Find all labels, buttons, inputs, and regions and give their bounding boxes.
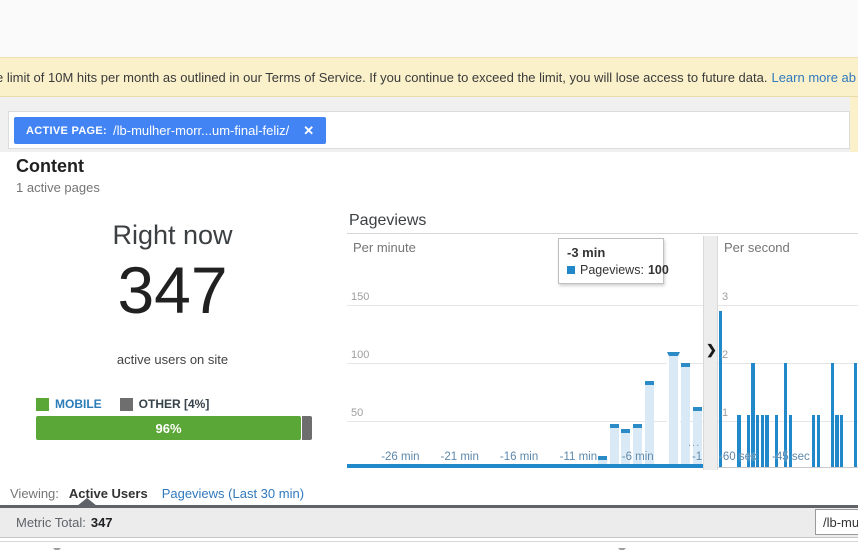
viewing-label: Viewing: <box>10 485 59 501</box>
pageviews-bar[interactable] <box>633 424 643 464</box>
gridline <box>718 421 858 422</box>
x-axis-tick-label: -1 <box>691 451 703 463</box>
per-second-bar[interactable] <box>755 415 760 467</box>
x-axis-tick-label: -16 min <box>499 451 539 463</box>
y-axis-tick-label: 3 <box>722 291 729 303</box>
quota-warning-text: e limit of 10M hits per month as outline… <box>0 69 768 85</box>
pageviews-bar[interactable] <box>692 407 702 464</box>
main-content: Content 1 active pages Right now 347 act… <box>0 152 858 483</box>
pageviews-bar[interactable] <box>680 363 690 464</box>
chevron-right-icon[interactable]: ❯ <box>706 342 717 357</box>
tooltip-series-swatch <box>567 266 575 274</box>
x-axis-tick-label: -60 sec <box>719 451 757 463</box>
per-second-bar[interactable] <box>830 363 835 467</box>
per-second-chart-label: Per second <box>724 240 790 255</box>
sort-caret-icon <box>618 548 626 550</box>
active-tab-caret <box>77 498 97 506</box>
chart-splitter: ❯ <box>703 236 718 470</box>
y-axis-tick-label: 2 <box>722 349 729 361</box>
metric-total-label: Metric Total: <box>16 515 86 530</box>
device-legend: MOBILE OTHER [4%] <box>36 397 209 411</box>
per-second-axis-line <box>718 467 858 468</box>
tab-active-users[interactable]: Active Users <box>68 485 148 501</box>
active-page-chip-value: /lb-mulher-morr...um-final-feliz/ <box>113 123 290 138</box>
device-split-bar: 96% <box>36 416 312 440</box>
metric-total-bar: Metric Total: 347 <box>0 505 858 538</box>
tooltip-time-label: -3 min <box>567 245 606 260</box>
tooltip-metric-label: Pageviews: <box>580 263 644 277</box>
x-axis-tick-label: -11 min <box>559 451 598 463</box>
chart-tooltip: -3 min Pageviews: 100 <box>558 238 669 284</box>
mobile-split-segment: 96% <box>36 416 301 440</box>
per-second-bar[interactable] <box>783 363 788 467</box>
per-minute-chart: Per minute 150 100 50 -26 min -21 min -16 min… <box>347 236 703 470</box>
active-page-chip-label: ACTIVE PAGE: <box>26 124 108 137</box>
right-now-heading: Right now <box>112 220 233 250</box>
per-second-bar[interactable] <box>760 415 765 467</box>
page-filter-input-value: /lb-mul <box>823 514 858 530</box>
banner-edge-strip <box>850 97 858 152</box>
learn-more-link[interactable]: Learn more ab <box>771 69 857 85</box>
mobile-split-percentage: 96% <box>155 420 182 436</box>
per-second-bar[interactable] <box>746 415 751 467</box>
y-axis-tick-label: 1 <box>722 407 729 419</box>
pageviews-bar[interactable] <box>667 352 681 464</box>
per-second-bar[interactable] <box>737 415 741 467</box>
per-second-bar[interactable] <box>774 415 779 467</box>
quota-warning-banner: e limit of 10M hits per month as outline… <box>0 57 858 97</box>
tab-pageviews-last-30-min[interactable]: Pageviews (Last 30 min) <box>161 485 305 501</box>
mobile-legend-swatch <box>36 397 49 411</box>
viewing-toolbar: Viewing: Active Users Pageviews (Last 30… <box>10 483 304 503</box>
pageviews-bar[interactable] <box>621 429 631 464</box>
per-second-bar[interactable] <box>811 415 816 467</box>
page-title: Content <box>16 156 84 176</box>
pageviews-bar[interactable] <box>645 381 655 464</box>
pageviews-section-title: Pageviews <box>349 212 427 229</box>
pageviews-divider-line <box>347 233 858 234</box>
active-users-caption: active users on site <box>116 352 229 367</box>
gridline <box>718 363 858 364</box>
x-axis-tick-label: -45 sec <box>772 451 810 463</box>
per-second-bar[interactable] <box>788 415 793 467</box>
partial-minute-indicator: ... <box>688 437 701 449</box>
y-axis-tick-label: 100 <box>351 349 370 361</box>
per-minute-chart-label: Per minute <box>353 240 416 255</box>
y-axis-tick-label: 150 <box>351 291 370 303</box>
page-filter-input[interactable]: /lb-mul <box>815 509 858 535</box>
x-axis-tick-label: -26 min <box>381 451 420 463</box>
per-second-bar[interactable] <box>835 415 839 467</box>
mobile-legend-label: MOBILE <box>55 397 102 411</box>
pageviews-bar[interactable] <box>609 424 619 464</box>
other-legend-label: OTHER [4%] <box>138 397 210 411</box>
per-second-bar[interactable] <box>853 363 858 467</box>
y-axis-tick-label: 50 <box>351 407 364 419</box>
pageviews-bar[interactable] <box>597 456 607 464</box>
per-minute-axis-line <box>347 464 703 468</box>
other-split-segment <box>302 416 312 440</box>
per-second-chart: Per second 3 2 1 -60 sec -45 sec <box>718 236 858 470</box>
gridline <box>347 363 703 364</box>
table-header-partial-row <box>0 541 858 550</box>
active-page-filter-chip[interactable]: ACTIVE PAGE: /lb-mulher-morr...um-final-… <box>14 117 327 144</box>
tooltip-metric-value: 100 <box>647 263 669 277</box>
gridline <box>347 421 703 422</box>
gridline <box>718 305 858 306</box>
per-second-bar[interactable] <box>751 363 755 467</box>
other-legend-swatch <box>119 397 133 411</box>
top-spacer-bar <box>0 0 858 57</box>
per-second-bar[interactable] <box>816 415 821 467</box>
gridline <box>347 305 703 306</box>
per-second-bar[interactable] <box>765 415 769 467</box>
close-icon[interactable]: ✕ <box>303 122 315 138</box>
active-pages-count: 1 active pages <box>16 180 100 195</box>
x-axis-tick-label: -6 min <box>621 451 654 463</box>
metric-total-value: 347 <box>90 515 113 530</box>
sort-caret-icon <box>53 548 61 550</box>
per-second-bar[interactable] <box>718 311 722 467</box>
per-second-bar[interactable] <box>839 415 844 467</box>
active-users-count: 347 <box>117 253 228 327</box>
x-axis-tick-label: -21 min <box>440 451 479 463</box>
